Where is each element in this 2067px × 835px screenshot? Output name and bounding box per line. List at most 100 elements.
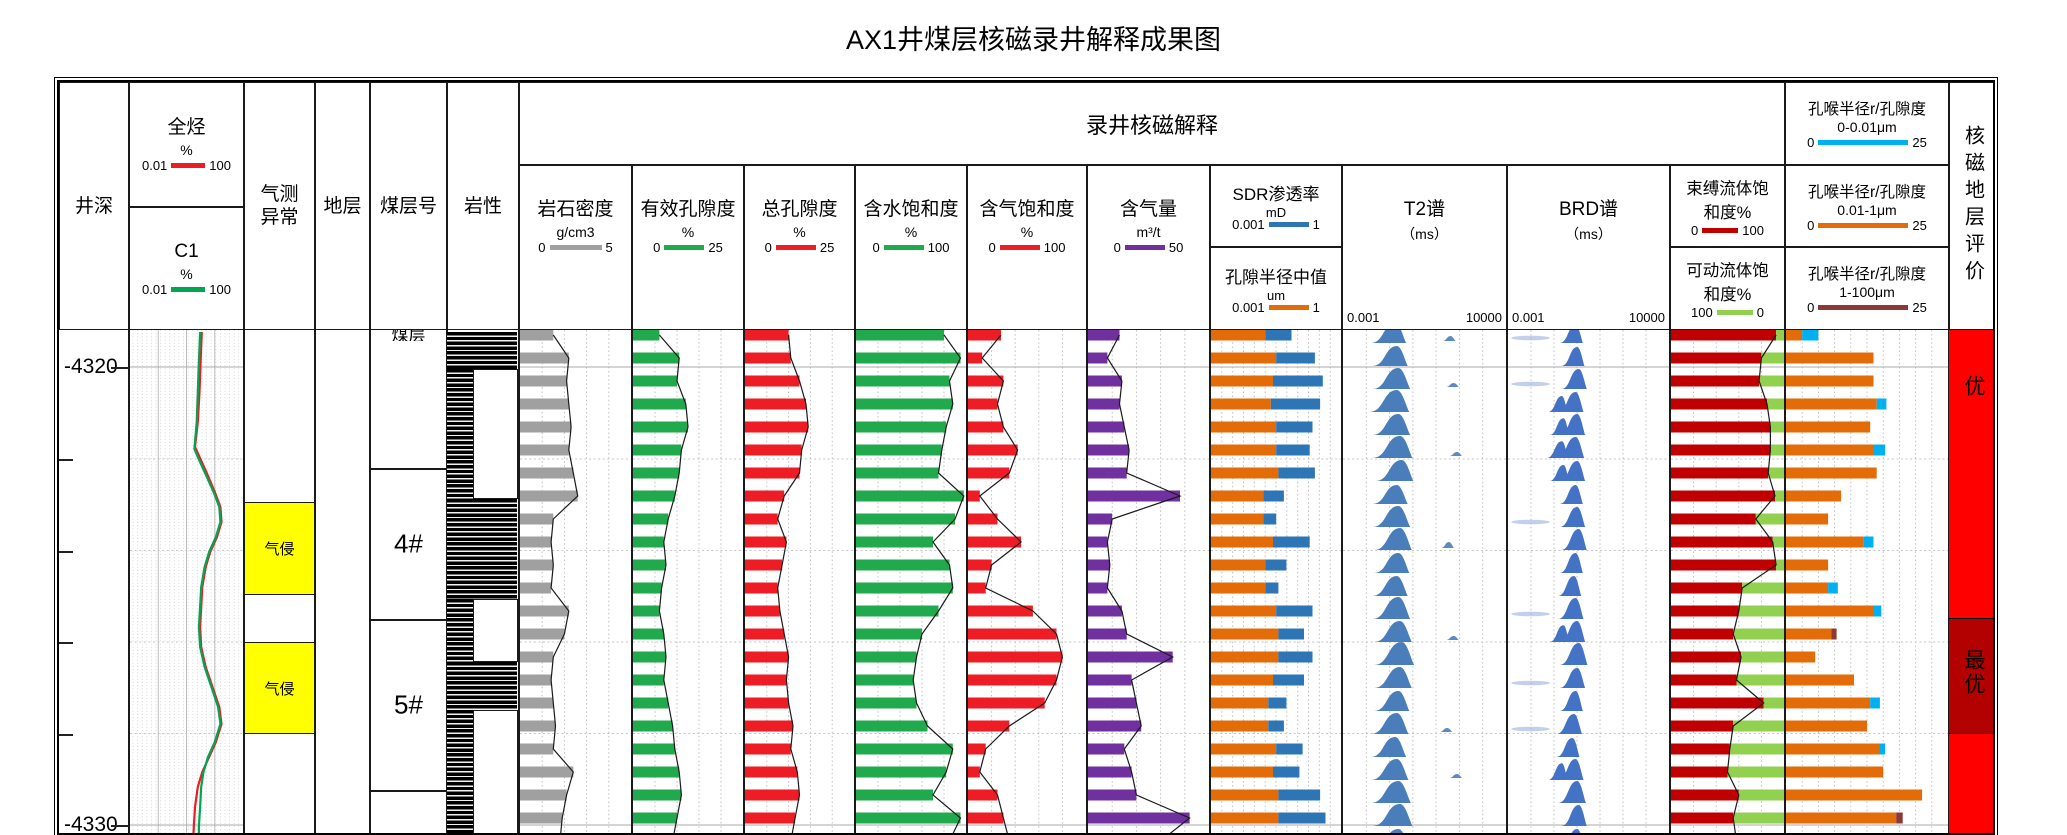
track-eff_por [633, 330, 743, 833]
strata-label: 地层 [323, 195, 362, 217]
bound-fluid-legend-line [1702, 227, 1739, 233]
coal-seam-divider [370, 619, 447, 621]
sg-legend-line [999, 245, 1040, 250]
gas-anomaly-box: 气侵 [244, 502, 315, 595]
column-divider [369, 330, 371, 833]
depth-minor-tick [59, 551, 73, 553]
c1-legend-line [171, 287, 206, 292]
depth-minor-tick [59, 734, 73, 736]
pore-throat3-legend-line [1818, 305, 1909, 310]
track-tot_por [745, 330, 854, 833]
sg-scale: 0 100 [988, 240, 1066, 255]
coal-seam-label: 煤层号 [379, 195, 437, 217]
lithology-cutout [473, 369, 518, 499]
depth-label: -4330 [64, 813, 118, 835]
track-sg [968, 330, 1086, 833]
column-divider [631, 330, 633, 833]
track-bound-movable [1671, 330, 1784, 833]
depth-column-header: 井深 [59, 82, 129, 330]
evaluation-grade: 最优 [1962, 648, 1985, 697]
c1-unit: % [180, 266, 193, 282]
movable-fluid-header: 可动流体饱和度% 100 0 [1670, 247, 1785, 330]
evaluation-segment [1949, 734, 1993, 833]
brd-unit: （ms） [1565, 226, 1612, 242]
sw-legend-line [883, 245, 924, 250]
nmr-span-label: 录井核磁解释 [1085, 112, 1218, 138]
column-divider [966, 330, 968, 833]
c1-scale: 0.01 100 [141, 282, 231, 297]
track-gc [1088, 330, 1209, 833]
column-divider [1209, 330, 1211, 833]
lithology-coal-stripes [447, 662, 517, 710]
pore-throat1-range: 0-0.01μm [1837, 119, 1897, 135]
pore-radius-median-unit: um [1266, 287, 1286, 303]
pore-throat1-scale: 0 25 [1807, 135, 1927, 150]
lithology-header: 岩性 [447, 82, 519, 330]
track-sw [856, 330, 966, 833]
sdr-perm-title: SDR渗透率 [1232, 185, 1320, 204]
depth-minor-tick [59, 642, 73, 644]
evaluation-grade: 优 [1962, 375, 1985, 399]
log-plot-table: 井深 全烃 % 0.01 100 C1 % 0.01 100 气测异常 地层 煤… [53, 76, 1999, 835]
movable-fluid-legend-line [1716, 310, 1753, 315]
pore-throat-band3-header: 孔喉半径r/孔隙度 1-100μm 0 25 [1785, 247, 1949, 330]
track-pore-throat [1786, 330, 1948, 833]
depth-major-tick [111, 825, 129, 827]
density-title: 岩石密度 [537, 199, 614, 220]
bound-fluid-header: 束缚流体饱和度% 0 100 [1670, 165, 1785, 247]
sw-track-header: 含水饱和度 % 0 100 [855, 165, 967, 330]
pore-throat3-range: 1-100μm [1839, 284, 1895, 300]
t2-title: T2谱 [1403, 199, 1446, 220]
gas-content-scale: 0 50 [1113, 240, 1184, 255]
brd-title: BRD谱 [1558, 199, 1619, 220]
sw-title: 含水饱和度 [863, 199, 959, 220]
pore-throat-band2-header: 孔喉半径r/孔隙度 0.01-1μm 0 25 [1785, 165, 1949, 247]
gas-content-track-header: 含气量 m³/t 0 50 [1087, 165, 1210, 330]
column-divider [1341, 330, 1343, 833]
column-divider [854, 330, 856, 833]
gas-content-legend-line [1124, 245, 1165, 250]
depth-header-label: 井深 [74, 195, 113, 217]
gas-anomaly-header: 气测异常 [244, 82, 315, 330]
column-divider [128, 330, 130, 833]
eff-porosity-track-header: 有效孔隙度 % 0 25 [632, 165, 744, 330]
pore-radius-median-title: 孔隙半径中值 [1225, 267, 1327, 287]
column-divider [1086, 330, 1088, 833]
track-density [520, 330, 631, 833]
lithology-cutout [473, 710, 518, 833]
t2-axis-scale: 0.001 10000 [1347, 310, 1502, 325]
pore-throat2-scale: 0 25 [1807, 217, 1927, 233]
sdr-perm-legend-line [1268, 222, 1309, 227]
column-divider [1784, 330, 1786, 833]
t2-unit: （ms） [1401, 226, 1448, 242]
evaluation-segment: 优 [1949, 330, 1993, 619]
track-sdr [1211, 330, 1341, 833]
total-porosity-legend-line [775, 245, 816, 250]
pore-throat3-title: 孔喉半径r/孔隙度 [1808, 266, 1926, 283]
pore-radius-median-scale: 0.001 1 [1232, 299, 1320, 315]
column-divider [1669, 330, 1671, 833]
movable-fluid-scale: 100 0 [1691, 305, 1764, 320]
column-divider [243, 330, 245, 833]
column-divider [1948, 330, 1950, 833]
brd-axis-scale: 0.001 10000 [1512, 310, 1665, 325]
column-divider [446, 330, 448, 833]
c1-title: C1 [174, 241, 199, 262]
track-brd-spectra [1508, 330, 1669, 833]
sg-track-header: 含气饱和度 % 0 100 [967, 165, 1087, 330]
lithology-label: 岩性 [463, 195, 502, 217]
coal-seam-divider [370, 790, 447, 792]
pore-throat2-legend-line [1818, 222, 1909, 228]
column-divider [1506, 330, 1508, 833]
sw-unit: % [904, 224, 918, 240]
lithology-coal-stripes [447, 332, 517, 369]
pore-radius-median-header: 孔隙半径中值 um 0.001 1 [1210, 247, 1342, 330]
bound-fluid-scale: 0 100 [1691, 222, 1764, 238]
nmr-evaluation-label: 核磁地层评价 [1961, 125, 1984, 287]
depth-label: -4320 [64, 355, 118, 378]
density-track-header: 岩石密度 g/cm3 0 5 [519, 165, 632, 330]
pore-radius-median-legend-line [1268, 304, 1309, 310]
eff-porosity-scale: 0 25 [653, 240, 723, 255]
track-gas-curves [130, 330, 243, 833]
